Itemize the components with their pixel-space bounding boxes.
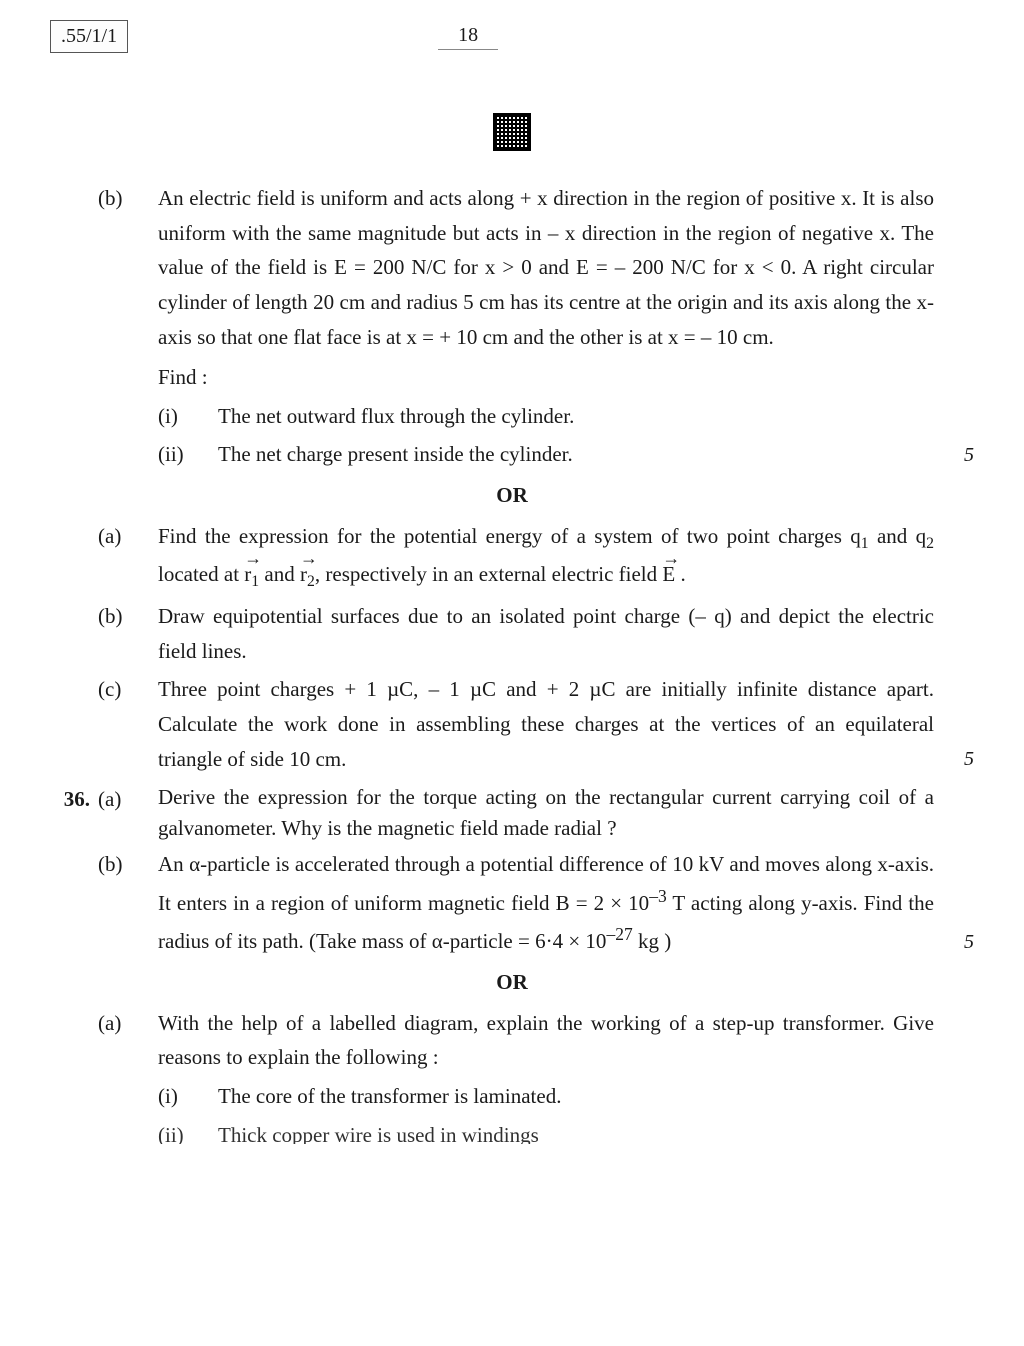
- or-separator: OR: [50, 478, 974, 513]
- sub-ii-text: The net charge present inside the cylind…: [218, 437, 934, 472]
- marks: 5: [934, 926, 974, 959]
- part-label-b: (b): [98, 599, 158, 668]
- part-label-c: (c): [98, 672, 158, 776]
- sub-ii-text: Thick copper wire is used in windings: [218, 1118, 934, 1144]
- marks: 5: [934, 439, 974, 472]
- page-number: 18: [438, 24, 498, 50]
- question-body: Derive the expression for the torque act…: [158, 782, 934, 843]
- question-body: An electric field is uniform and acts al…: [158, 181, 934, 354]
- find-label: Find :: [158, 360, 934, 395]
- question-body: Find the expression for the potential en…: [158, 519, 934, 595]
- sub-ii-label: (ii): [158, 1118, 218, 1144]
- sub-i-label: (i): [158, 1079, 218, 1114]
- part-label-a: (a): [98, 782, 158, 843]
- part-label-b: (b): [98, 181, 158, 354]
- question-number: 36.: [50, 782, 98, 843]
- part-label-b: (b): [98, 847, 158, 959]
- or-separator: OR: [50, 965, 974, 1000]
- sub-ii-label: (ii): [158, 437, 218, 472]
- part-label-a: (a): [98, 519, 158, 595]
- question-body: Draw equipotential surfaces due to an is…: [158, 599, 934, 668]
- qr-code-icon: [493, 113, 531, 151]
- page-header: .55/1/1 18: [50, 20, 974, 53]
- question-body: An α-particle is accelerated through a p…: [158, 847, 934, 959]
- question-body: Three point charges + 1 µC, – 1 µC and +…: [158, 672, 934, 776]
- sub-i-text: The net outward flux through the cylinde…: [218, 399, 934, 434]
- marks: 5: [934, 743, 974, 776]
- part-label-a: (a): [98, 1006, 158, 1075]
- sub-i-text: The core of the transformer is laminated…: [218, 1079, 934, 1114]
- paper-code: .55/1/1: [50, 20, 128, 53]
- question-body: With the help of a labelled diagram, exp…: [158, 1006, 934, 1075]
- sub-i-label: (i): [158, 399, 218, 434]
